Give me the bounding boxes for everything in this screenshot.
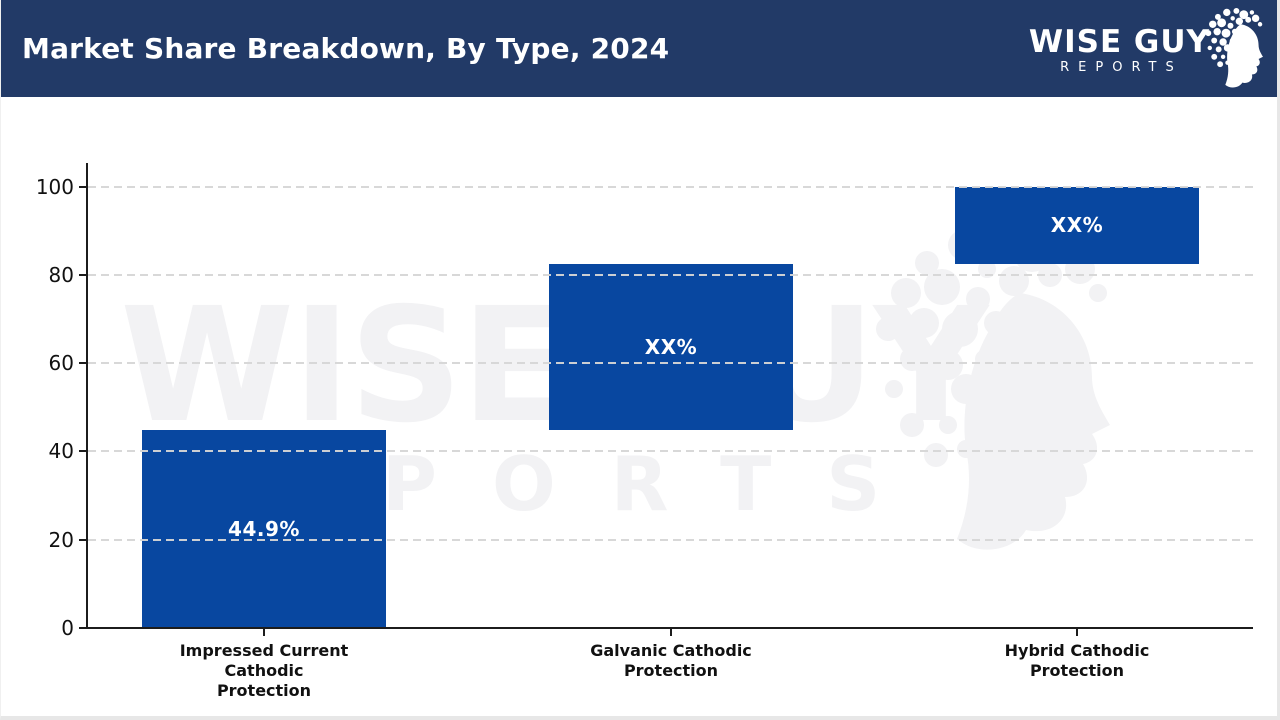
y-tick-label: 20 xyxy=(48,527,74,552)
y-tick-label: 0 xyxy=(61,616,74,640)
x-category-label-line: Protection xyxy=(623,661,719,680)
x-category-label: Hybrid Cathodic Protection xyxy=(907,641,1247,681)
logo-head-dots-icon xyxy=(1205,8,1263,88)
y-tick-mark xyxy=(79,450,87,453)
gridline-40 xyxy=(88,450,1253,453)
bar-value-label: 44.9% xyxy=(228,516,300,541)
x-category-label: Impressed Current Cathodic Protection xyxy=(94,641,434,701)
y-tick-mark xyxy=(79,538,87,541)
gridline-80 xyxy=(88,273,1253,276)
logo-wordmark: WISE GUY xyxy=(1028,23,1210,60)
header-bar: Market Share Breakdown, By Type, 2024 WI… xyxy=(0,0,1280,97)
bar-value-label: XX% xyxy=(1050,213,1104,238)
bar-segment: XX% xyxy=(955,186,1199,264)
y-tick-mark xyxy=(79,362,87,365)
y-tick-label: 100 xyxy=(35,174,74,199)
x-category-label: Galvanic Cathodic Protection xyxy=(501,641,841,681)
y-axis-line xyxy=(86,163,88,628)
bar-segment: 44.9% xyxy=(142,429,386,628)
gridline-100 xyxy=(88,185,1253,188)
brand-logo: WISE GUY REPORTS xyxy=(1029,8,1266,93)
y-tick-label: 60 xyxy=(48,351,74,376)
x-category-label-line: Hybrid Cathodic xyxy=(1004,641,1150,660)
bar-segment: XX% xyxy=(549,263,793,430)
x-category-label-line: Impressed Current xyxy=(179,641,349,660)
y-tick-mark xyxy=(79,185,87,188)
y-tick-mark xyxy=(79,627,87,629)
logo-subtext: REPORTS xyxy=(1060,60,1183,76)
x-category-label-line: Cathodic xyxy=(224,661,304,680)
y-tick-mark xyxy=(79,273,87,276)
x-category-label-line: Protection xyxy=(1029,661,1125,680)
x-category-label-line: Galvanic Cathodic xyxy=(590,641,752,660)
y-tick-label: 80 xyxy=(48,262,74,287)
x-tick-mark xyxy=(1076,628,1078,636)
bar-value-label: XX% xyxy=(644,334,698,359)
x-axis-line xyxy=(86,627,1253,629)
x-tick-mark xyxy=(263,628,265,636)
y-tick-label: 40 xyxy=(48,439,74,464)
x-category-label-line: Protection xyxy=(216,681,312,700)
gridline-60 xyxy=(88,362,1253,365)
page-title: Market Share Breakdown, By Type, 2024 xyxy=(22,32,670,65)
x-tick-mark xyxy=(670,628,672,636)
gridline-20 xyxy=(88,538,1253,541)
